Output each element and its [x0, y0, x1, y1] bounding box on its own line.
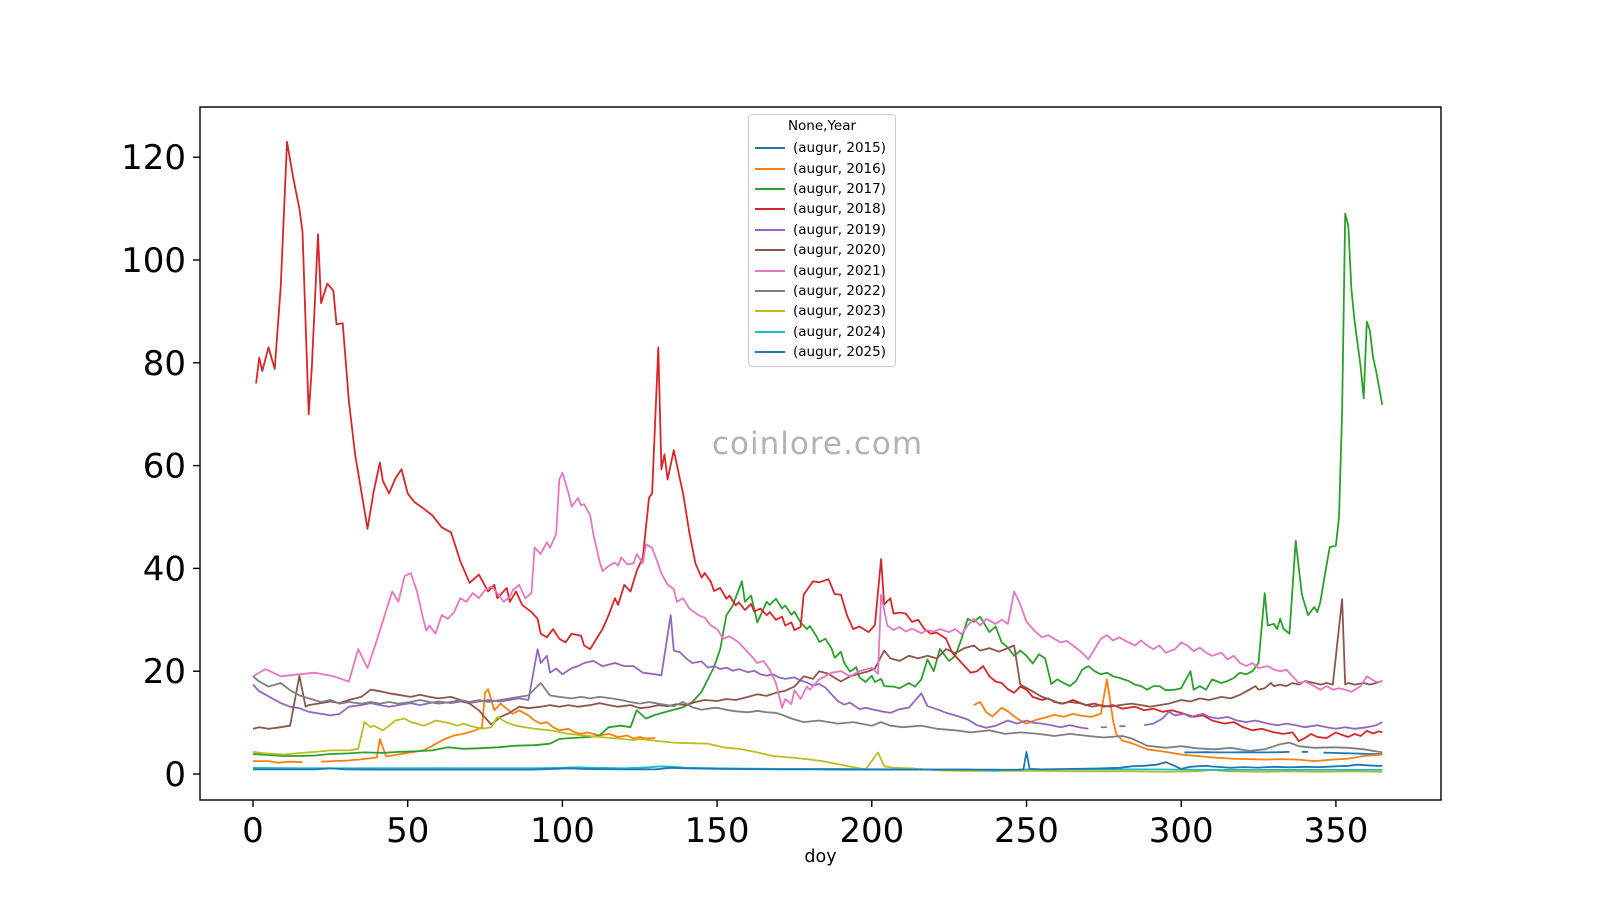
x-axis-label: doy	[804, 847, 836, 867]
legend-item-2016: (augur, 2016)	[749, 158, 895, 178]
series-2017	[252, 212, 1384, 757]
series-2023	[252, 716, 1383, 773]
legend-swatch-line	[755, 147, 785, 150]
y-tick-label: 20	[143, 652, 186, 692]
legend-item-2015: (augur, 2015)	[749, 138, 895, 158]
legend-item-label: (augur, 2016)	[793, 160, 886, 177]
legend-item-label: (augur, 2017)	[793, 180, 886, 197]
legend-item-label: (augur, 2025)	[793, 344, 886, 361]
legend-swatch-line	[755, 310, 785, 313]
series-2021	[252, 471, 1383, 709]
x-tick-label: 350	[1303, 811, 1368, 851]
y-tick-label: 80	[143, 344, 186, 384]
legend-item-label: (augur, 2018)	[793, 201, 886, 218]
legend-item-label: (augur, 2019)	[793, 221, 886, 238]
y-tick-label: 100	[121, 241, 186, 281]
legend-swatch-line	[755, 187, 785, 190]
legend-item-2022: (augur, 2022)	[749, 281, 895, 301]
legend-item-label: (augur, 2022)	[793, 282, 886, 299]
x-tick-label: 250	[994, 811, 1059, 851]
x-tick-label: 300	[1149, 811, 1214, 851]
legend-swatch-line	[755, 228, 785, 231]
series-2015	[1184, 751, 1383, 755]
legend-item-label: (augur, 2024)	[793, 323, 886, 340]
legend-rows: (augur, 2015) (augur, 2016) (augur, 2017) (…	[749, 138, 895, 362]
legend-swatch-line	[755, 249, 785, 252]
legend-swatch-line	[755, 269, 785, 272]
legend-item-2023: (augur, 2023)	[749, 301, 895, 321]
legend-item-label: (augur, 2021)	[793, 262, 886, 279]
legend-swatch-line	[755, 167, 785, 170]
y-tick-label: 0	[164, 755, 186, 795]
series-2025	[253, 751, 1383, 771]
y-axis: 0 20 40 60 80 100 120	[121, 138, 200, 795]
legend-item-2024: (augur, 2024)	[749, 322, 895, 342]
legend-swatch-line	[755, 330, 785, 333]
series-2022	[252, 675, 1383, 754]
x-tick-label: 50	[386, 811, 429, 851]
legend-swatch-line	[755, 208, 785, 211]
y-tick-label: 40	[143, 549, 186, 589]
legend: None,Year (augur, 2015) (augur, 2016) (aug…	[748, 114, 896, 368]
legend-item-2025: (augur, 2025)	[749, 342, 895, 362]
series-2019	[252, 614, 1383, 730]
axes-spines	[199, 106, 1442, 801]
x-tick-label: 200	[839, 811, 904, 851]
legend-item-2020: (augur, 2020)	[749, 240, 895, 260]
legend-item-label: (augur, 2015)	[793, 140, 886, 157]
series-2020	[252, 598, 1383, 730]
legend-title: None,Year	[787, 118, 857, 134]
legend-swatch-line	[755, 289, 785, 292]
legend-swatch-line	[755, 351, 785, 354]
legend-item-2018: (augur, 2018)	[749, 199, 895, 219]
x-tick-label: 150	[685, 811, 750, 851]
watermark-text: coinlore.com	[712, 426, 924, 462]
series-2018	[255, 140, 1383, 742]
legend-item-label: (augur, 2023)	[793, 303, 886, 320]
x-tick-label: 0	[242, 811, 264, 851]
legend-item-2021: (augur, 2021)	[749, 260, 895, 280]
x-tick-label: 100	[530, 811, 595, 851]
legend-item-label: (augur, 2020)	[793, 242, 886, 259]
series-lines	[252, 140, 1384, 773]
y-tick-label: 60	[143, 447, 186, 487]
y-tick-label: 120	[121, 138, 186, 178]
x-axis: 0 50 100 150 200 250 300 350	[242, 800, 1368, 851]
legend-item-2019: (augur, 2019)	[749, 220, 895, 240]
legend-item-2017: (augur, 2017)	[749, 179, 895, 199]
